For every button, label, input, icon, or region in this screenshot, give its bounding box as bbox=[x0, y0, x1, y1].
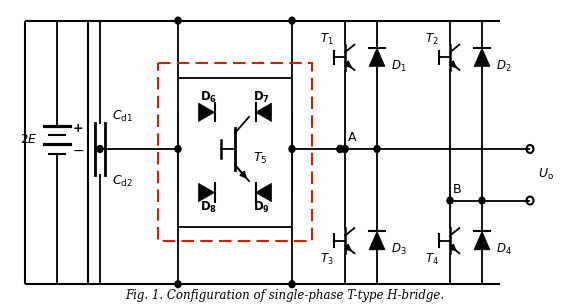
Text: $D_1$: $D_1$ bbox=[391, 59, 407, 74]
Text: A: A bbox=[348, 131, 357, 144]
Text: $U_{\rm o}$: $U_{\rm o}$ bbox=[538, 167, 554, 182]
Text: $D_2$: $D_2$ bbox=[496, 59, 512, 74]
Text: −: − bbox=[72, 144, 84, 158]
Circle shape bbox=[342, 146, 348, 152]
Circle shape bbox=[337, 146, 343, 152]
Text: $\bf D_7$: $\bf D_7$ bbox=[253, 90, 270, 105]
Polygon shape bbox=[474, 48, 490, 67]
Text: $T_4$: $T_4$ bbox=[425, 251, 439, 267]
Text: $2E$: $2E$ bbox=[20, 133, 38, 146]
Polygon shape bbox=[198, 183, 215, 202]
Polygon shape bbox=[369, 48, 385, 67]
Text: $T_3$: $T_3$ bbox=[320, 251, 334, 267]
Text: $\bf D_8$: $\bf D_8$ bbox=[200, 200, 217, 215]
Circle shape bbox=[97, 146, 103, 152]
Polygon shape bbox=[474, 231, 490, 250]
Text: $C_{\rm d1}$: $C_{\rm d1}$ bbox=[112, 109, 133, 124]
Circle shape bbox=[289, 281, 295, 288]
Polygon shape bbox=[256, 183, 271, 202]
Circle shape bbox=[337, 146, 343, 152]
Text: $T_1$: $T_1$ bbox=[320, 31, 334, 47]
Circle shape bbox=[175, 146, 181, 152]
Bar bbox=[158, 63, 312, 241]
Circle shape bbox=[479, 197, 485, 204]
Polygon shape bbox=[256, 103, 271, 122]
Text: $D_3$: $D_3$ bbox=[391, 242, 407, 257]
Text: $\bf D_9$: $\bf D_9$ bbox=[253, 200, 270, 215]
Text: B: B bbox=[453, 183, 462, 195]
Bar bbox=[178, 78, 292, 227]
Circle shape bbox=[374, 146, 380, 152]
Text: +: + bbox=[72, 122, 83, 135]
Text: $D_4$: $D_4$ bbox=[496, 242, 512, 257]
Circle shape bbox=[289, 17, 295, 24]
Text: Fig. 1. Configuration of single-phase T-type H-bridge.: Fig. 1. Configuration of single-phase T-… bbox=[125, 289, 444, 302]
Circle shape bbox=[447, 197, 453, 204]
Text: $C_{\rm d2}$: $C_{\rm d2}$ bbox=[112, 174, 133, 188]
Polygon shape bbox=[369, 231, 385, 250]
Circle shape bbox=[175, 281, 181, 288]
Circle shape bbox=[175, 17, 181, 24]
Text: $\bf D_6$: $\bf D_6$ bbox=[200, 90, 217, 105]
Text: $T_2$: $T_2$ bbox=[425, 31, 439, 47]
Circle shape bbox=[289, 146, 295, 152]
Circle shape bbox=[342, 146, 348, 152]
Text: $T_5$: $T_5$ bbox=[253, 150, 267, 166]
Polygon shape bbox=[198, 103, 215, 122]
